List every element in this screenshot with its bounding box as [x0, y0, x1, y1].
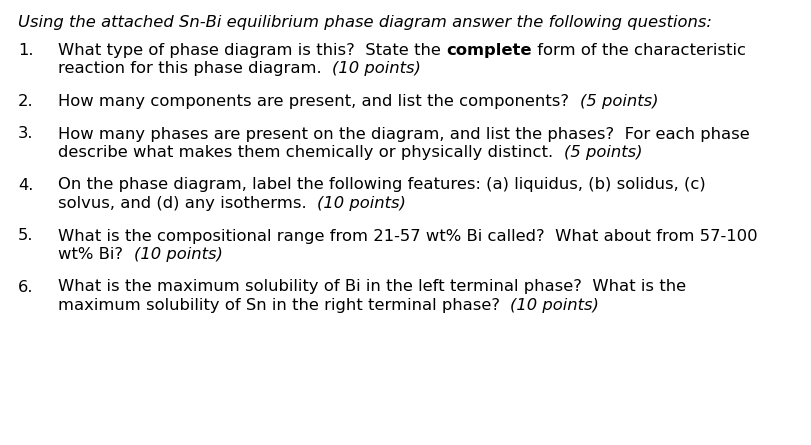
Text: 1.: 1.: [18, 43, 33, 58]
Text: (10 points): (10 points): [510, 298, 599, 313]
Text: On the phase diagram, label the following features: (a) liquidus, (b) solidus, (: On the phase diagram, label the followin…: [58, 178, 705, 193]
Text: What is the maximum solubility of Bi in the left terminal phase?  What is the: What is the maximum solubility of Bi in …: [58, 279, 685, 295]
Text: (10 points): (10 points): [133, 247, 222, 262]
Text: How many components are present, and list the components?: How many components are present, and lis…: [58, 94, 579, 109]
Text: What type of phase diagram is this?  State the: What type of phase diagram is this? Stat…: [58, 43, 445, 58]
Text: (5 points): (5 points): [563, 145, 642, 160]
Text: solvus, and (d) any isotherms.: solvus, and (d) any isotherms.: [58, 196, 317, 211]
Text: complete: complete: [445, 43, 531, 58]
Text: 4.: 4.: [18, 178, 33, 193]
Text: 3.: 3.: [18, 126, 33, 142]
Text: form of the characteristic: form of the characteristic: [531, 43, 744, 58]
Text: What is the compositional range from 21-57 wt% Bi called?  What about from 57-10: What is the compositional range from 21-…: [58, 228, 757, 243]
Text: How many phases are present on the diagram, and list the phases?  For each phase: How many phases are present on the diagr…: [58, 126, 749, 142]
Text: 6.: 6.: [18, 279, 33, 295]
Text: (10 points): (10 points): [317, 196, 406, 211]
Text: 5.: 5.: [18, 228, 33, 243]
Text: maximum solubility of Sn in the right terminal phase?: maximum solubility of Sn in the right te…: [58, 298, 510, 313]
Text: (10 points): (10 points): [332, 61, 420, 77]
Text: Using the attached Sn-Bi equilibrium phase diagram answer the following question: Using the attached Sn-Bi equilibrium pha…: [18, 15, 711, 30]
Text: describe what makes them chemically or physically distinct.: describe what makes them chemically or p…: [58, 145, 563, 160]
Text: (5 points): (5 points): [579, 94, 657, 109]
Text: wt% Bi?: wt% Bi?: [58, 247, 133, 262]
Text: reaction for this phase diagram.: reaction for this phase diagram.: [58, 61, 332, 77]
Text: 2.: 2.: [18, 94, 33, 109]
